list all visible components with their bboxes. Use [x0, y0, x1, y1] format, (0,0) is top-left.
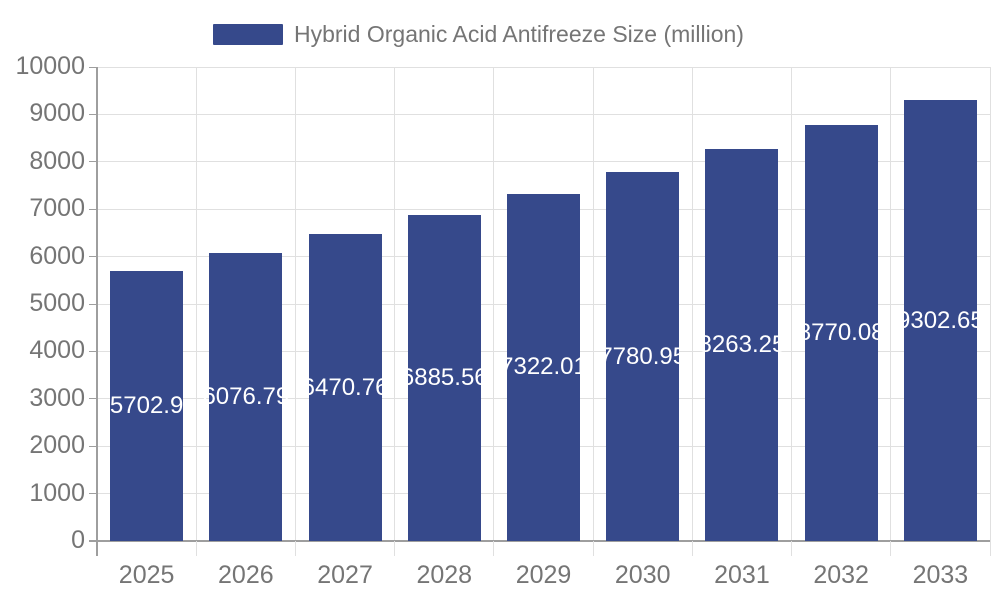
v-gridline	[493, 67, 495, 541]
v-gridline	[592, 67, 594, 541]
v-gridline	[294, 67, 296, 541]
bar[interactable]	[407, 214, 481, 541]
v-gridline	[791, 67, 793, 541]
x-tick-label: 2029	[515, 561, 572, 589]
bar-value-label: 8263.25	[698, 331, 786, 359]
y-tick-label: 2000	[29, 431, 85, 460]
x-tick	[890, 541, 892, 556]
y-tick	[89, 540, 97, 542]
v-gridline	[394, 67, 396, 541]
y-tick-label: 0	[71, 526, 85, 554]
bar[interactable]	[507, 193, 580, 541]
v-gridline	[890, 67, 892, 541]
v-gridline	[691, 67, 693, 541]
x-tick-label: 2030	[614, 561, 671, 589]
y-tick	[89, 350, 97, 352]
bar[interactable]	[903, 100, 977, 541]
bar[interactable]	[705, 149, 779, 541]
y-tick-label: 4000	[29, 336, 85, 365]
x-tick-label: 2026	[218, 561, 274, 589]
bar-value-label: 8770.08	[797, 319, 885, 347]
y-tick-label: 7000	[29, 194, 85, 223]
y-tick-label: 8000	[29, 146, 85, 175]
x-tick	[791, 541, 793, 556]
bar[interactable]	[110, 270, 184, 541]
bar-value-label: 5702.9	[109, 391, 184, 419]
x-tick-label: 2031	[714, 561, 770, 589]
x-tick-label: 2032	[813, 561, 869, 589]
bar[interactable]	[606, 172, 680, 541]
legend-item[interactable]: Hybrid Organic Acid Antifreeze Size (mil…	[213, 21, 744, 48]
y-axis-line	[96, 67, 98, 556]
x-axis-line	[89, 540, 990, 542]
h-gridline	[97, 66, 990, 68]
y-tick	[89, 398, 97, 400]
y-tick	[89, 161, 97, 163]
x-tick-label: 2028	[416, 561, 473, 589]
y-tick	[89, 303, 97, 305]
y-tick	[89, 113, 97, 115]
bar-value-label: 6885.56	[400, 363, 488, 391]
y-tick	[89, 208, 97, 210]
y-tick-label: 6000	[29, 241, 85, 270]
bar-value-label: 6470.76	[301, 373, 389, 401]
x-tick	[989, 541, 991, 556]
y-tick	[89, 256, 97, 258]
y-tick	[89, 66, 97, 68]
h-gridline	[97, 113, 990, 115]
x-tick	[394, 541, 396, 556]
y-tick-label: 9000	[29, 99, 85, 128]
bar-value-label: 7322.01	[500, 353, 587, 381]
v-gridline	[195, 67, 197, 541]
h-gridline	[97, 161, 990, 163]
y-tick-label: 3000	[29, 383, 85, 412]
x-tick	[592, 541, 594, 556]
x-tick-label: 2027	[317, 561, 373, 589]
bar-value-label: 7780.95	[599, 342, 687, 370]
bar-value-label: 9302.65	[896, 306, 984, 334]
y-tick	[89, 493, 97, 495]
y-tick-label: 1000	[29, 478, 85, 507]
x-tick	[691, 541, 693, 556]
y-tick	[89, 445, 97, 447]
bar-value-label: 6076.79	[202, 382, 290, 410]
x-tick	[294, 541, 296, 556]
bar[interactable]	[804, 125, 878, 541]
x-tick-label: 2033	[912, 561, 969, 589]
v-gridline	[989, 67, 991, 541]
legend-swatch	[213, 24, 283, 45]
y-tick-label: 10000	[15, 52, 85, 80]
x-tick-label: 2025	[118, 561, 175, 589]
legend-label: Hybrid Organic Acid Antifreeze Size (mil…	[294, 21, 744, 47]
x-tick	[195, 541, 197, 556]
bar[interactable]	[209, 252, 283, 541]
y-tick-label: 5000	[29, 289, 85, 317]
x-tick	[493, 541, 495, 556]
bar[interactable]	[308, 234, 382, 541]
